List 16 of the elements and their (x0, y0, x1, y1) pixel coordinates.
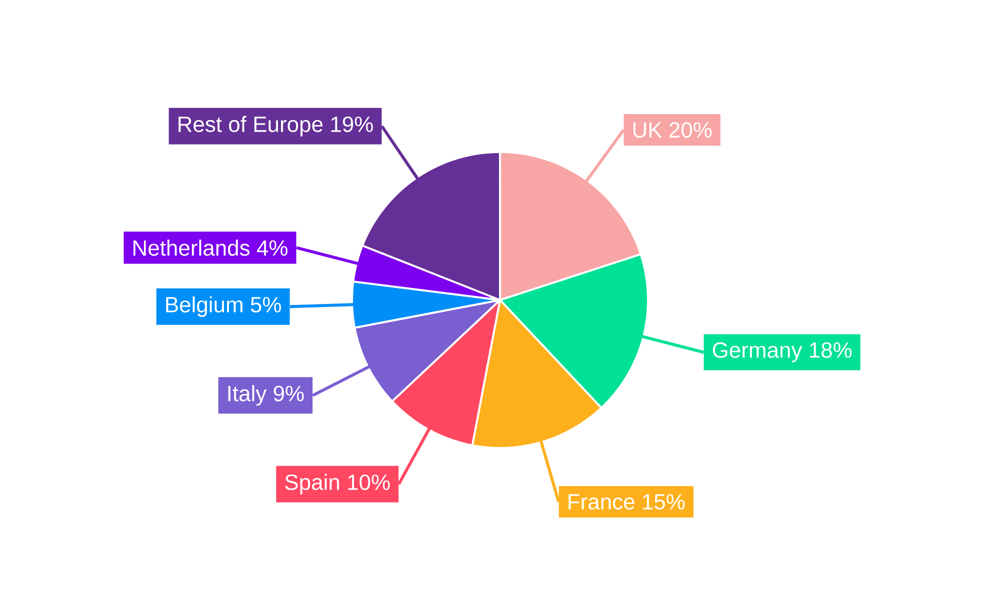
slice-label: Spain (285, 474, 339, 494)
data-label: 18% (810, 342, 852, 358)
slice-label: Germany (712, 342, 802, 362)
slice-label: France (568, 494, 634, 510)
slice-label: Rest of Europe (178, 116, 323, 136)
slice-label: Netherlands (134, 240, 250, 256)
data-label: 5% (250, 297, 281, 313)
slice-label: Belgium (166, 296, 242, 317)
data-label: 10% (348, 474, 390, 490)
data-label: 4% (256, 240, 288, 256)
slice-label: UK (633, 122, 662, 138)
data-label: 20% (670, 122, 712, 138)
data-label: 9% (274, 386, 304, 402)
data-label: 19% (331, 116, 373, 132)
slice-label: Italy (228, 385, 267, 406)
data-label: 15% (643, 494, 685, 510)
